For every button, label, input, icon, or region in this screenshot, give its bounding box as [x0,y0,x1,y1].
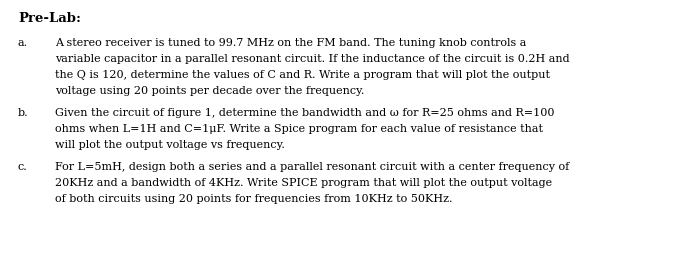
Text: b.: b. [18,108,29,118]
Text: a.: a. [18,38,28,48]
Text: the Q is 120, determine the values of C and R. Write a program that will plot th: the Q is 120, determine the values of C … [55,70,550,80]
Text: variable capacitor in a parallel resonant circuit. If the inductance of the circ: variable capacitor in a parallel resonan… [55,54,570,64]
Text: will plot the output voltage vs frequency.: will plot the output voltage vs frequenc… [55,140,285,150]
Text: of both circuits using 20 points for frequencies from 10KHz to 50KHz.: of both circuits using 20 points for fre… [55,194,452,204]
Text: Pre-Lab:: Pre-Lab: [18,12,81,25]
Text: 20KHz and a bandwidth of 4KHz. Write SPICE program that will plot the output vol: 20KHz and a bandwidth of 4KHz. Write SPI… [55,178,552,188]
Text: c.: c. [18,162,28,172]
Text: ohms when L=1H and C=1μF. Write a Spice program for each value of resistance tha: ohms when L=1H and C=1μF. Write a Spice … [55,124,543,134]
Text: Given the circuit of figure 1, determine the bandwidth and ω for R=25 ohms and R: Given the circuit of figure 1, determine… [55,108,555,118]
Text: voltage using 20 points per decade over the frequency.: voltage using 20 points per decade over … [55,86,365,96]
Text: A stereo receiver is tuned to 99.7 MHz on the FM band. The tuning knob controls : A stereo receiver is tuned to 99.7 MHz o… [55,38,526,48]
Text: For L=5mH, design both a series and a parallel resonant circuit with a center fr: For L=5mH, design both a series and a pa… [55,162,569,172]
